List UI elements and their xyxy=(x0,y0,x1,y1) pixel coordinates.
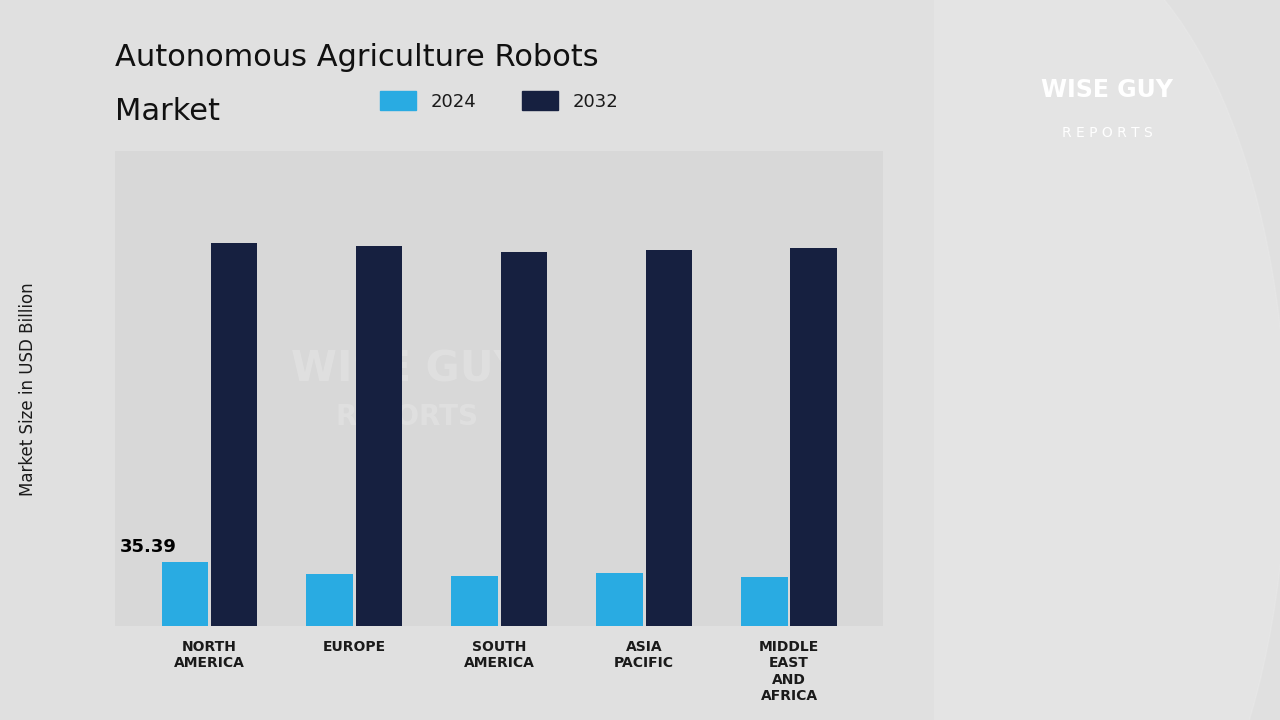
Bar xyxy=(791,248,837,626)
Text: WISE GUY: WISE GUY xyxy=(291,348,524,391)
Text: REPORTS: REPORTS xyxy=(335,403,479,431)
Text: Autonomous Agriculture Robots: Autonomous Agriculture Robots xyxy=(115,43,599,72)
Text: 35.39: 35.39 xyxy=(120,539,177,557)
Text: R E P O R T S: R E P O R T S xyxy=(1062,126,1152,140)
Text: Market Size in USD Billion: Market Size in USD Billion xyxy=(19,282,37,495)
Legend: 2024, 2032: 2024, 2032 xyxy=(372,84,626,118)
Text: Market: Market xyxy=(115,97,220,126)
Bar xyxy=(741,577,787,626)
Bar xyxy=(452,575,498,626)
Bar xyxy=(500,252,547,626)
Bar xyxy=(645,250,692,626)
Bar xyxy=(596,573,643,626)
Bar xyxy=(356,246,402,626)
Bar xyxy=(306,575,353,626)
Bar xyxy=(211,243,257,626)
Bar xyxy=(161,562,207,626)
Circle shape xyxy=(790,0,1280,720)
Text: WISE GUY: WISE GUY xyxy=(1041,78,1174,102)
